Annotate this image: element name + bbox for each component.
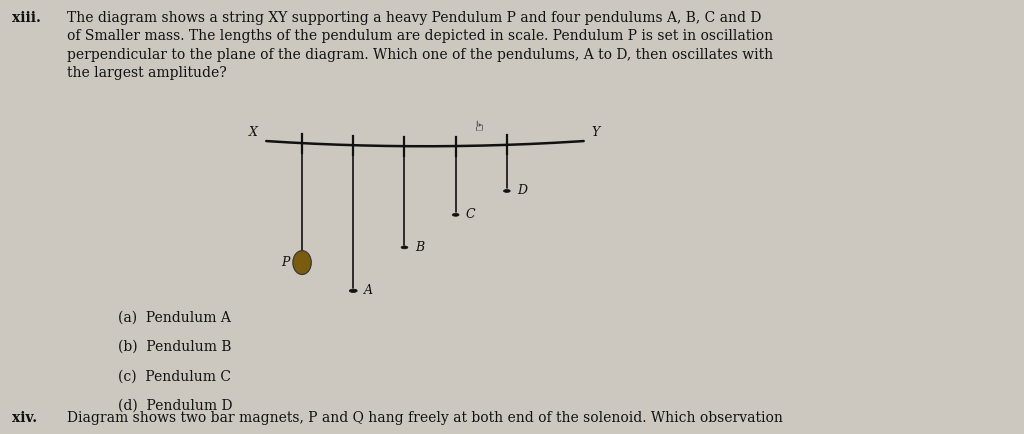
Text: B: B (415, 241, 424, 254)
Circle shape (349, 289, 357, 293)
Text: Y: Y (592, 126, 600, 139)
Text: (b)  Pendulum B: (b) Pendulum B (118, 340, 231, 354)
Circle shape (504, 190, 510, 192)
Ellipse shape (293, 250, 311, 275)
Text: A: A (364, 284, 373, 297)
Text: (c)  Pendulum C: (c) Pendulum C (118, 369, 230, 383)
Text: ☞: ☞ (472, 118, 486, 130)
Circle shape (401, 246, 408, 249)
Text: xiii.: xiii. (12, 11, 41, 25)
Text: xiv.: xiv. (12, 411, 38, 425)
Text: The diagram shows a string XY supporting a heavy Pendulum P and four pendulums A: The diagram shows a string XY supporting… (67, 11, 773, 80)
Text: (d)  Pendulum D: (d) Pendulum D (118, 399, 232, 413)
Text: Diagram shows two bar magnets, P and Q hang freely at both end of the solenoid. : Diagram shows two bar magnets, P and Q h… (67, 411, 782, 425)
Text: (a)  Pendulum A: (a) Pendulum A (118, 310, 230, 324)
Text: X: X (249, 126, 258, 139)
Text: P: P (282, 256, 290, 269)
Circle shape (453, 214, 459, 216)
Text: D: D (517, 184, 527, 197)
Text: C: C (466, 208, 475, 221)
